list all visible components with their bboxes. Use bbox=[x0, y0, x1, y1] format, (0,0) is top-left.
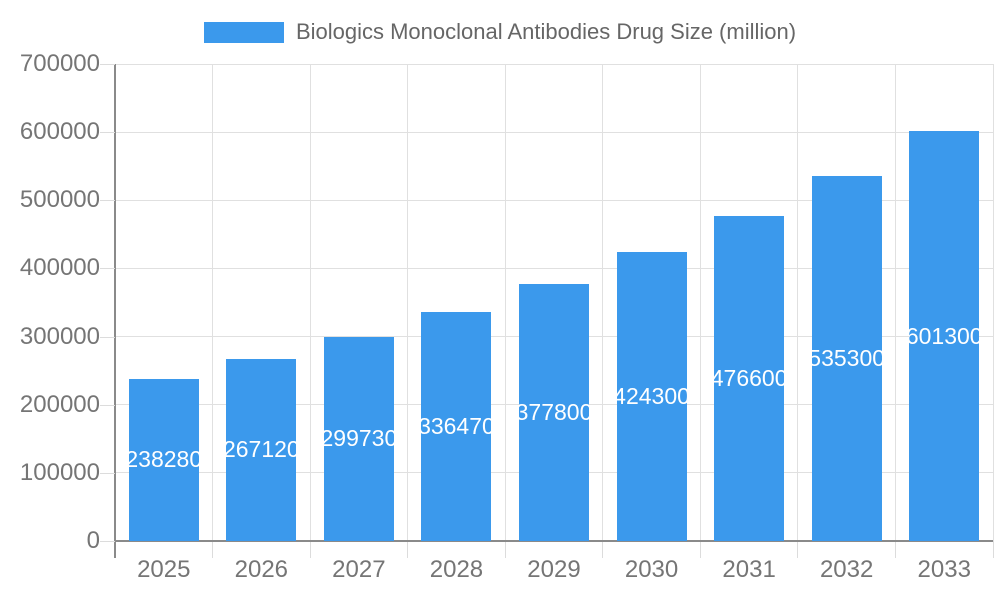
x-axis-tick-label: 2032 bbox=[819, 556, 874, 583]
x-tick-mark bbox=[894, 541, 896, 558]
x-tick-mark bbox=[309, 541, 311, 558]
x-gridline bbox=[602, 64, 604, 541]
x-gridline bbox=[407, 64, 409, 541]
bar-value-label: 267120 bbox=[226, 436, 297, 463]
y-axis-tick-label: 500000 bbox=[19, 186, 100, 214]
bar-value-label: 299730 bbox=[323, 425, 394, 452]
plot-area: 238280 267120 299730 336470 377800 424300 4766… bbox=[114, 63, 994, 558]
x-gridline bbox=[309, 64, 311, 541]
bar[interactable]: 535300 bbox=[811, 176, 882, 541]
y-gridline bbox=[115, 199, 993, 201]
x-axis-tick-label: 2033 bbox=[917, 556, 971, 583]
y-tick-mark bbox=[100, 64, 115, 65]
x-axis-tick-label: 2031 bbox=[722, 556, 776, 583]
y-axis-tick-label: 0 bbox=[86, 527, 100, 554]
x-axis-tick-label: 2025 bbox=[137, 556, 191, 583]
legend[interactable]: Biologics Monoclonal Antibodies Drug Siz… bbox=[0, 16, 1000, 48]
bar-value-label: 424300 bbox=[616, 382, 687, 409]
y-tick-mark bbox=[100, 404, 115, 406]
x-axis-tick-label: 2027 bbox=[332, 556, 386, 583]
y-tick-mark bbox=[100, 268, 115, 270]
y-axis-line bbox=[114, 64, 116, 558]
bar-value-label: 238280 bbox=[128, 446, 199, 473]
y-tick-mark bbox=[100, 541, 115, 542]
y-gridline bbox=[115, 131, 993, 133]
y-axis-tick-label: 100000 bbox=[19, 458, 100, 486]
bar[interactable]: 601300 bbox=[909, 131, 980, 541]
x-gridline bbox=[894, 64, 896, 541]
bar[interactable]: 336470 bbox=[421, 311, 492, 541]
bar[interactable]: 476600 bbox=[714, 216, 785, 541]
bar[interactable]: 299730 bbox=[323, 336, 394, 541]
legend-label: Biologics Monoclonal Antibodies Drug Siz… bbox=[295, 19, 797, 44]
y-gridline bbox=[115, 63, 993, 65]
y-axis-tick-label: 700000 bbox=[19, 50, 100, 77]
y-axis-tick-label: 200000 bbox=[19, 390, 100, 418]
x-tick-mark bbox=[212, 541, 214, 558]
y-axis-tick-label: 300000 bbox=[19, 322, 100, 350]
y-gridline bbox=[115, 267, 993, 269]
x-axis-line bbox=[115, 540, 993, 542]
x-gridline bbox=[797, 64, 799, 541]
x-gridline bbox=[699, 64, 701, 541]
legend-swatch-icon bbox=[203, 21, 284, 43]
bar-value-label: 377800 bbox=[519, 398, 589, 425]
y-axis-tick-label: 400000 bbox=[19, 254, 100, 282]
x-tick-mark bbox=[504, 541, 506, 558]
bar[interactable]: 377800 bbox=[519, 283, 589, 541]
x-axis-tick-label: 2029 bbox=[527, 556, 581, 583]
y-tick-mark bbox=[100, 132, 115, 134]
x-gridline bbox=[504, 64, 506, 541]
bar-value-label: 535300 bbox=[811, 345, 882, 372]
bar[interactable]: 267120 bbox=[226, 358, 297, 541]
y-tick-mark bbox=[100, 336, 115, 338]
x-tick-mark bbox=[797, 541, 799, 558]
x-tick-mark bbox=[699, 541, 701, 558]
x-gridline bbox=[212, 64, 214, 541]
y-tick-mark bbox=[100, 200, 115, 202]
bar[interactable]: 238280 bbox=[128, 378, 199, 541]
x-tick-mark bbox=[407, 541, 409, 558]
x-tick-mark bbox=[602, 541, 604, 558]
y-tick-mark bbox=[100, 472, 115, 474]
bar[interactable]: 424300 bbox=[616, 251, 687, 541]
x-axis-tick-label: 2026 bbox=[234, 556, 289, 583]
x-gridline bbox=[992, 64, 994, 541]
x-axis-tick-label: 2030 bbox=[624, 556, 679, 583]
y-axis-tick-label: 600000 bbox=[19, 118, 100, 146]
x-axis-tick-label: 2028 bbox=[429, 556, 484, 583]
bar-value-label: 601300 bbox=[909, 322, 980, 349]
bar-value-label: 476600 bbox=[714, 365, 785, 392]
bar-value-label: 336470 bbox=[421, 412, 492, 439]
x-tick-mark bbox=[992, 541, 994, 558]
